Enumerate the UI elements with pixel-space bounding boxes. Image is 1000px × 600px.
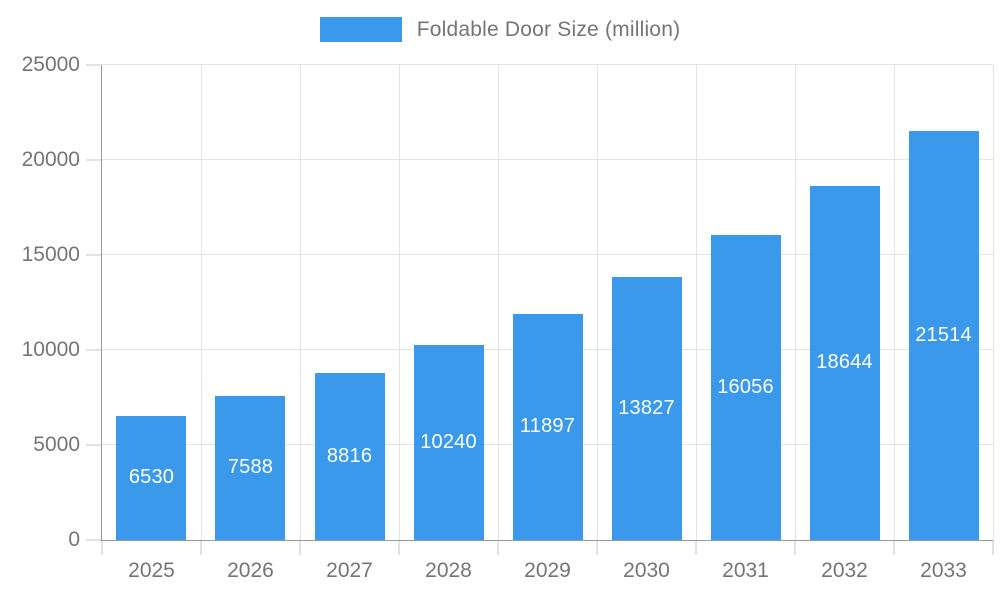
y-axis-label: 20000 [21,148,80,171]
bar-2026[interactable]: 7588 [215,395,286,540]
x-axis-label: 2027 [326,559,373,582]
v-gridline [300,65,301,540]
v-gridline [695,65,697,540]
bar-value-label: 16056 [717,375,774,398]
x-axis-label: 2025 [128,559,175,582]
x-axis-label: 2026 [227,559,274,582]
bar-value-label: 18644 [816,351,873,374]
bar-value-label: 7588 [227,456,274,479]
x-axis-tick [299,540,301,555]
y-axis-tick [86,444,102,446]
x-axis-label: 2030 [623,559,670,582]
x-axis-tick [497,540,499,555]
bar-2028[interactable]: 10240 [413,345,484,540]
y-axis-tick [86,64,102,66]
x-axis-tick [794,540,796,555]
x-axis-tick [695,540,697,555]
y-axis-tick [86,254,102,256]
legend-label: Foldable Door Size (million) [416,17,681,41]
v-gridline [201,65,202,540]
y-axis-tick [86,539,102,541]
x-axis-tick [992,540,994,555]
v-gridline [795,65,796,540]
plot-area: 0 5000 10000 15000 20000 25000 6530 2025 7588 202… [22,53,994,582]
bar-value-label: 11897 [519,415,576,438]
y-axis-label: 15000 [21,243,80,266]
v-gridline [993,65,994,540]
x-axis-tick [596,540,598,555]
bar-2027[interactable]: 8816 [314,372,385,540]
x-axis-label: 2032 [821,559,868,582]
bar-value-label: 8816 [326,444,373,467]
y-axis-label: 5000 [33,433,80,456]
h-gridline [102,254,993,255]
x-axis-tick [200,540,202,555]
v-gridline [597,65,598,540]
x-axis-label: 2029 [524,559,571,582]
h-gridline [102,159,993,160]
bar-2032[interactable]: 18644 [809,185,880,540]
x-axis-tick [893,540,895,555]
y-axis-tick [86,159,102,161]
x-axis-label: 2028 [425,559,472,582]
v-gridline [398,65,400,540]
bar-2029[interactable]: 11897 [512,313,583,540]
x-axis-line [101,540,993,541]
y-axis-label: 10000 [21,338,80,361]
bar-2030[interactable]: 13827 [611,277,682,540]
y-axis-label: 25000 [21,53,80,76]
x-axis-label: 2031 [722,559,769,582]
y-axis-line [101,65,102,540]
h-gridline [102,64,993,65]
y-axis-label: 0 [68,528,80,551]
v-gridline [894,65,895,540]
bar-value-label: 13827 [618,397,675,420]
x-axis-tick [398,540,400,555]
bar-2025[interactable]: 6530 [116,415,187,540]
v-gridline [498,65,499,540]
x-axis-tick [101,540,103,555]
bar-value-label: 6530 [128,466,175,489]
bar-2033[interactable]: 21514 [908,131,979,540]
bar-value-label: 21514 [915,324,972,347]
legend-swatch [319,17,402,42]
legend[interactable]: Foldable Door Size (million) [0,17,1000,42]
y-axis-tick [86,349,102,351]
bar-value-label: 10240 [420,431,477,454]
x-axis-label: 2033 [920,559,967,582]
bar-2031[interactable]: 16056 [710,234,781,540]
